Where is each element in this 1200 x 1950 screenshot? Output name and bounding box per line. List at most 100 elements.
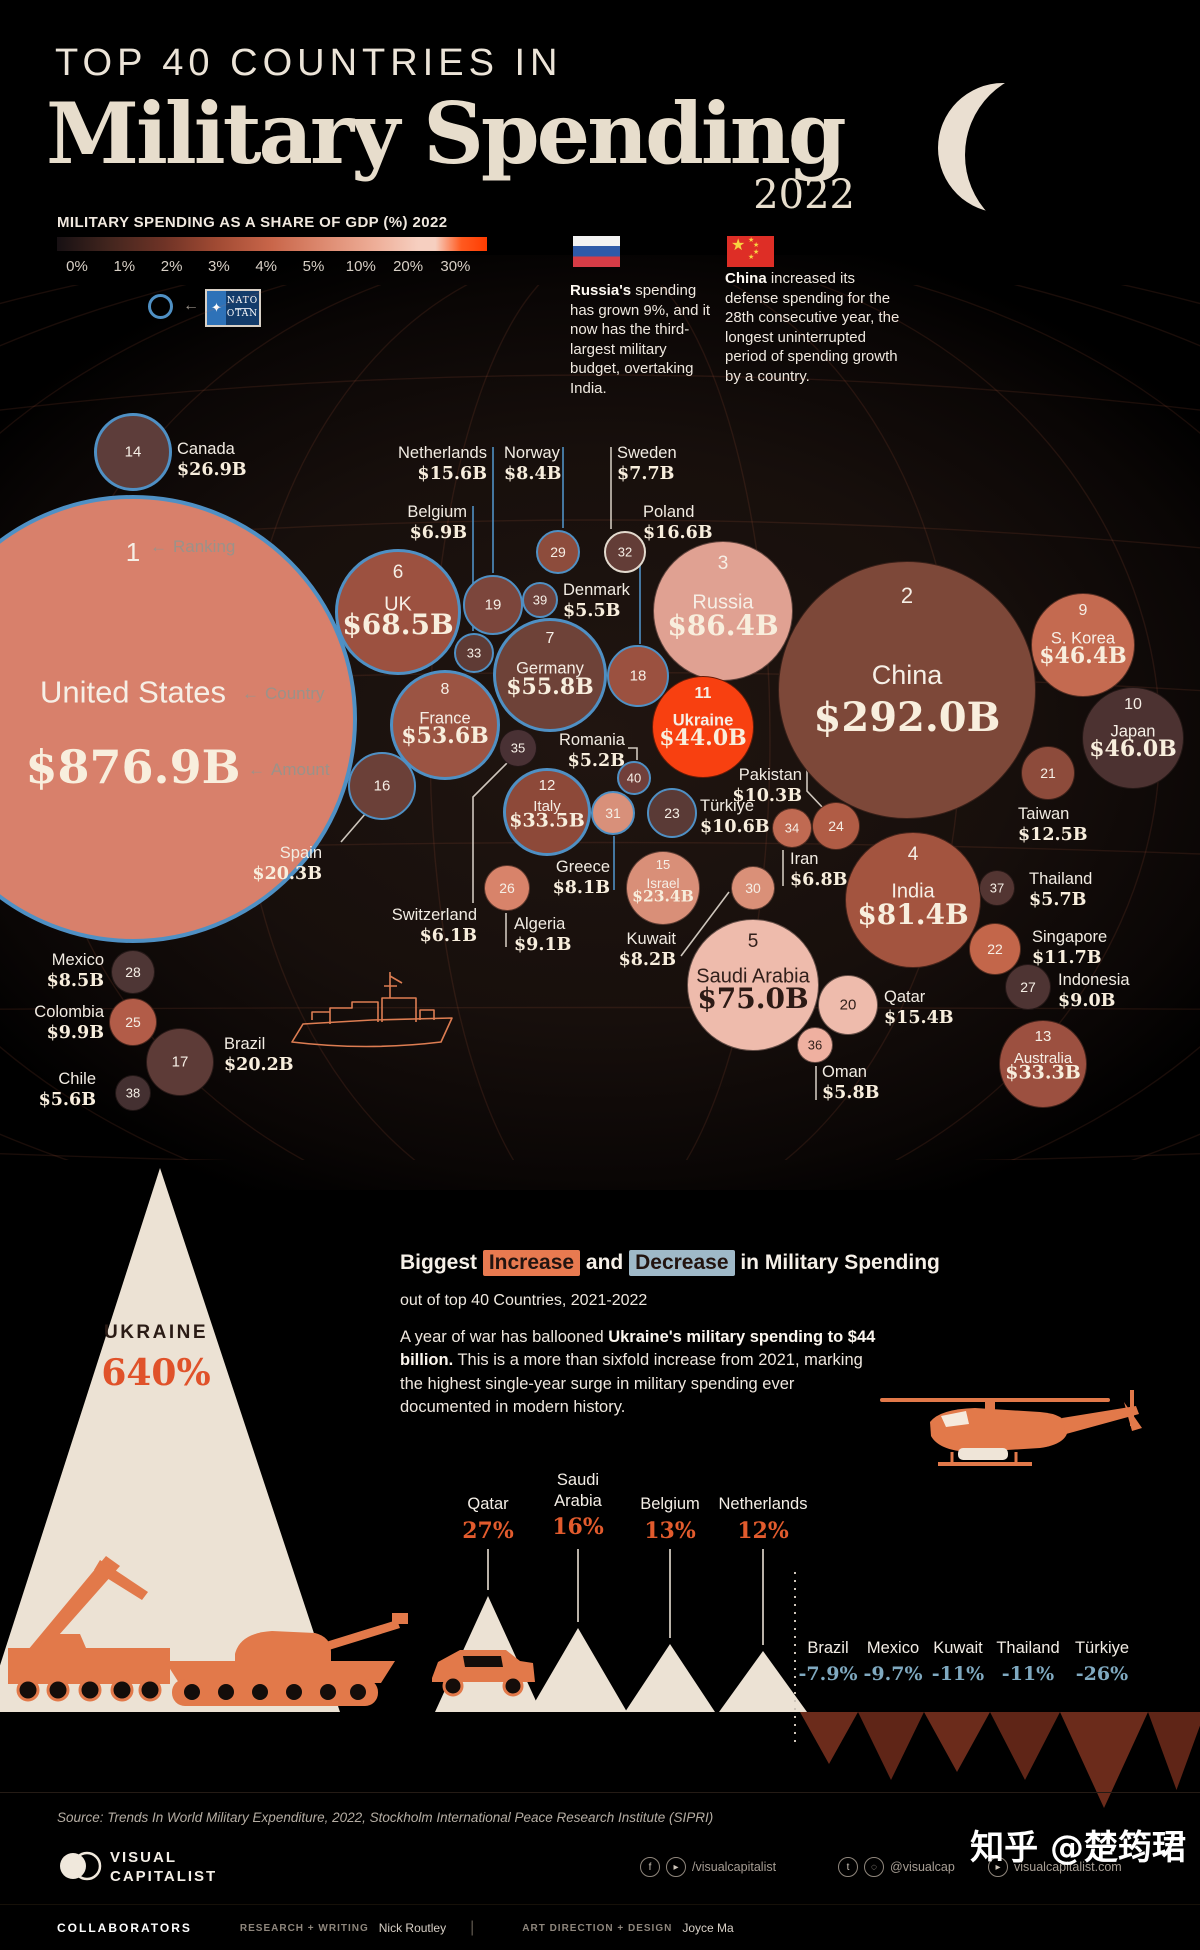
bubble-qatar: 20 [818,975,878,1035]
china-flag-star: ★ [753,242,760,249]
label-oman: Oman $5.8B [822,1063,879,1104]
label-amount: $6.9B [409,523,467,544]
bubble-rank: 2 [900,583,914,609]
china-flag-star: ★ [753,249,760,256]
social-group: t ◌ @visualcap [838,1857,955,1877]
label-greece: Greece $8.1B [553,858,610,899]
social-handle: visualcapitalist.com [1014,1860,1122,1874]
gdp-gradient-bar [57,237,487,251]
bubble-rank: 30 [745,880,761,896]
increase-country: Arabia [554,1491,602,1510]
bubble-country: Australia [1013,1049,1073,1067]
decrease-türkiye: Türkiye -26% [1075,1638,1129,1686]
label-mexico: Mexico $8.5B [47,951,104,992]
gdp-tick: 4% [255,258,278,275]
label-country: Switzerland [391,906,477,924]
label-country: Belgium [407,503,467,521]
collaborators-bar: COLLABORATORS RESEARCH + WRITING Nick Ro… [0,1904,1200,1950]
ukraine-pyramid-pct: 640% [101,1352,211,1394]
bubble-amount: $86.4B [667,609,779,643]
bubble-rank: 39 [532,592,548,608]
increase-country: Netherlands [718,1495,808,1513]
bubble-rank: 32 [617,544,633,560]
bubble-rank: 20 [839,996,857,1014]
bubble-kuwait: 30 [731,866,775,910]
watermark: 知乎 @楚筠珺 [970,1828,1186,1868]
label-amount: $10.6B [700,817,770,838]
label-singapore: Singapore $11.7B [1032,928,1107,969]
bubble-taiwan: 21 [1021,746,1075,800]
label-country: Taiwan [1018,805,1070,823]
label-romania: Romania $5.2B [559,731,625,772]
gdp-tick: 5% [302,258,325,275]
bubble-rank: 31 [605,805,621,821]
ranking-annotation: ← Ranking [150,537,236,556]
label-amount: $15.6B [417,464,487,485]
credit1-value: Nick Routley [378,1921,447,1935]
nato-flag-bottom: OTAN [226,308,259,319]
bubble-rank: 19 [484,596,502,614]
bubble-rank: 5 [747,930,759,952]
decrease-country: Mexico [866,1639,920,1657]
heading-segment: Increase [482,1250,581,1276]
label-amount: $5.2B [567,751,625,772]
bubble-thailand: 37 [979,870,1015,906]
label-amount: $26.9B [177,460,247,481]
label-amount: $9.9B [46,1023,104,1044]
china-callout-text: China increased its defense spending for… [725,270,900,385]
increase-decrease-subheading: out of top 40 Countries, 2021-2022 [400,1292,648,1309]
label-thailand: Thailand $5.7B [1029,870,1092,911]
bubble-chile: 38 [115,1075,151,1111]
visual-capitalist-logo [60,1851,102,1881]
label-country: Sweden [617,444,677,462]
bubble-amount: $33.3B [1005,1061,1081,1084]
bubble-rank: 9 [1078,602,1088,620]
label-amount: $6.1B [419,926,477,947]
nato-flag-text: NATO OTAN [226,291,259,325]
bubble-ukraine: 11 Ukraine $44.0B [652,676,754,778]
bubble-amount: $46.0B [1089,736,1177,762]
decrease-country: Türkiye [1074,1639,1130,1657]
decrease-country: Brazil [807,1639,849,1657]
heading-segment: in Military Spending [734,1251,940,1274]
bubble-rank: 1 [125,536,141,567]
nato-star-icon: ✦ [207,291,226,325]
bubble-country: Italy [533,798,561,816]
bubble-switzerland: 35 [499,729,537,767]
bubble-rank: 27 [1020,979,1036,995]
bubble-france: 8 France $53.6B [390,670,500,780]
label-amount: $16.6B [643,523,713,544]
label-iran: Iran $6.8B [790,850,847,891]
label-country: Netherlands [398,444,487,462]
decrease-pct: -11% [931,1662,985,1685]
social-icon: ▸ [988,1857,1008,1877]
bubble-rank: 3 [717,553,729,575]
label-denmark: Denmark $5.5B [563,581,630,622]
bubble-amount: $68.5B [342,608,454,642]
label-country: Türkiye [700,797,755,815]
gdp-tick: 0% [66,258,88,275]
label-amount: $5.8B [822,1083,880,1104]
china-flag-star: ★ [748,254,755,261]
page-title: Military Spending [46,84,847,183]
bubble-amount: $81.4B [857,897,969,931]
label-country: Oman [822,1063,867,1081]
bubble-rank: 33 [466,645,482,661]
decrease-mexico: Mexico -9.7% [864,1638,923,1686]
bubble-country: Saudi Arabia [696,965,810,988]
source-text: Source: Trends In World Military Expendi… [57,1810,714,1825]
bubble-mexico: 28 [111,950,155,994]
bubble-romania: 40 [617,761,651,795]
label-country: Romania [558,731,625,749]
bubble-iran: 34 [772,808,812,848]
bubble-rank: 6 [392,561,404,583]
china-flag-star: ★ [748,237,755,244]
label-pakistan: Pakistan $10.3B [732,766,802,807]
bubble-rank: 12 [538,777,556,795]
label-amount: $8.1B [552,878,610,899]
label-algeria: Algeria $9.1B [514,915,571,956]
heading-segment: Decrease [629,1250,735,1276]
label-country: Brazil [224,1035,266,1053]
bubble-colombia: 25 [109,998,157,1046]
